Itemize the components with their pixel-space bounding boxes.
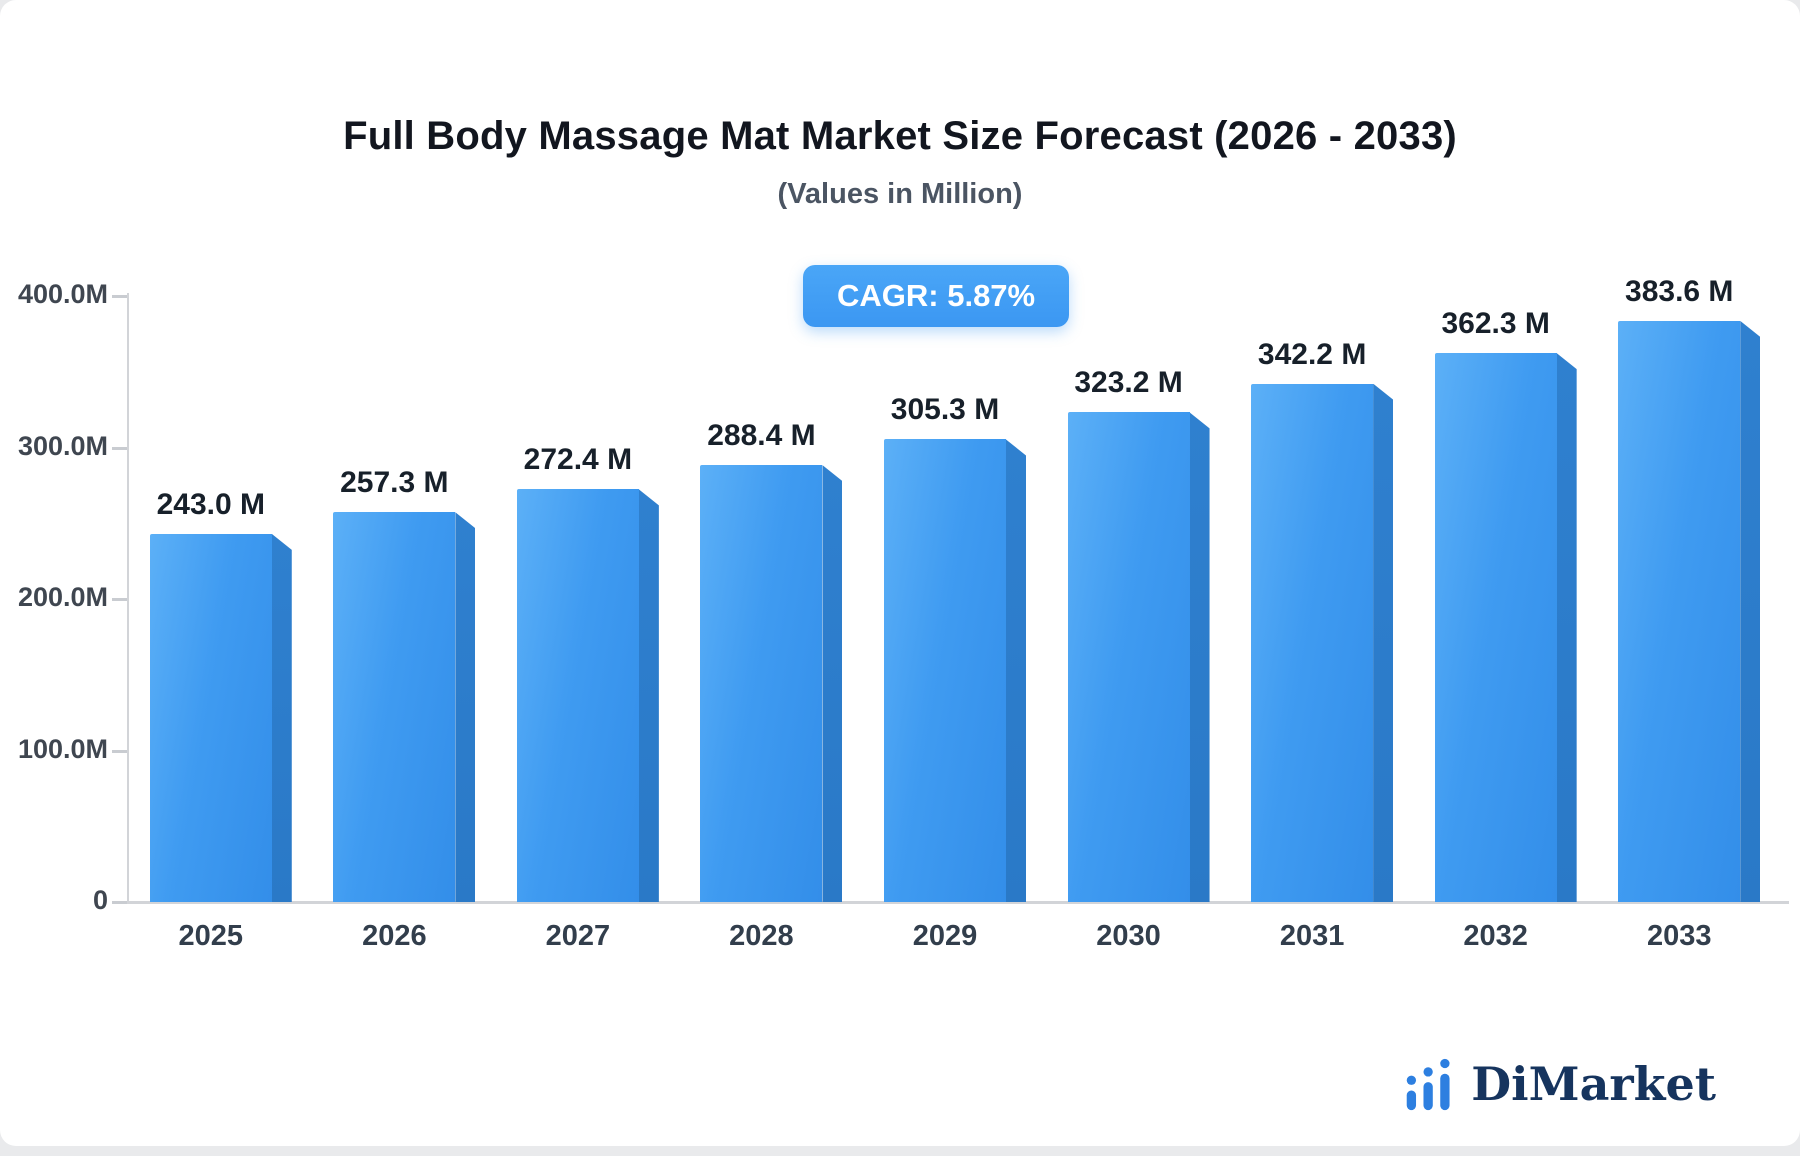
bar-value-label: 323.2 M xyxy=(1074,366,1183,400)
bar-side-face xyxy=(1740,320,1761,902)
bar-value-label: 305.3 M xyxy=(890,393,1000,427)
x-axis-label: 2031 xyxy=(1279,920,1345,952)
bar xyxy=(700,465,823,902)
bar xyxy=(1251,383,1374,902)
bar-value-label: 383.6 M xyxy=(1625,274,1734,308)
bar-side-face xyxy=(1556,353,1577,902)
bar-group xyxy=(1618,296,1761,902)
bar-group xyxy=(333,296,476,902)
bar-side-face xyxy=(1006,439,1026,902)
chart-title: Full Body Massage Mat Market Size Foreca… xyxy=(343,114,1457,158)
bar-value-label: 257.3 M xyxy=(340,466,449,500)
bar-side-face xyxy=(1373,383,1394,902)
bar-side-face xyxy=(455,512,476,902)
bar-value-label: 362.3 M xyxy=(1441,307,1550,341)
y-axis-line xyxy=(127,293,129,904)
x-axis-label: 2027 xyxy=(545,920,611,952)
cagr-badge: CAGR: 5.87% xyxy=(803,265,1070,327)
bar-group xyxy=(1434,296,1577,902)
y-axis-tick xyxy=(112,598,127,601)
x-axis-label: 2032 xyxy=(1463,920,1528,952)
bar xyxy=(333,512,456,902)
bar-group xyxy=(516,296,659,902)
bar-group xyxy=(700,296,843,902)
x-axis-line xyxy=(127,901,1789,904)
bar xyxy=(1434,353,1557,902)
bar-value-label: 272.4 M xyxy=(523,443,633,477)
y-axis-label: 200.0M xyxy=(17,582,108,612)
logo-wordmark: DiMarket xyxy=(1471,1057,1716,1111)
y-axis-tick xyxy=(112,749,127,753)
x-axis-label: 2028 xyxy=(729,920,794,952)
bar-side-face xyxy=(638,489,659,902)
bar-side-face xyxy=(271,533,292,902)
bar-group xyxy=(1067,296,1210,902)
logo: DiMarket xyxy=(1403,1056,1716,1112)
x-axis-label: 2033 xyxy=(1646,920,1712,952)
y-axis-tick xyxy=(112,901,127,904)
bar-group xyxy=(884,296,1026,902)
plot-area: 243.0 M 257.3 M 272.4 M 288.4 M 305.3 M 323.2… xyxy=(129,275,1781,902)
bar xyxy=(1067,412,1190,902)
bar-value-label: 342.2 M xyxy=(1257,337,1367,371)
x-axis-label: 2026 xyxy=(362,920,427,952)
bar-side-face xyxy=(822,465,843,902)
bar xyxy=(884,439,1006,902)
bar-chart-logo-icon xyxy=(1407,1058,1450,1111)
y-axis-tick xyxy=(112,295,127,298)
bar-side-face xyxy=(1189,412,1210,902)
bar-value-label: 288.4 M xyxy=(707,419,816,453)
x-axis-label: 2025 xyxy=(178,920,244,952)
y-axis-label: 100.0M xyxy=(17,733,108,764)
y-axis-label: 400.0M xyxy=(17,279,108,309)
y-axis-label: 0 xyxy=(92,885,108,915)
bar-value-label: 243.0 M xyxy=(156,487,265,521)
y-axis-label: 300.0M xyxy=(17,430,108,461)
bar xyxy=(1618,320,1741,902)
bar xyxy=(149,533,272,902)
chart-subtitle: (Values in Million) xyxy=(777,178,1023,210)
y-axis-tick xyxy=(112,446,127,450)
x-axis-label: 2029 xyxy=(912,920,978,952)
bar xyxy=(516,489,639,902)
x-axis-label: 2030 xyxy=(1096,920,1161,952)
bar-group xyxy=(149,296,292,902)
bar-group xyxy=(1251,296,1394,902)
x-axis-labels: 2025 2026 2027 2028 2029 2030 2031 2032 2033 xyxy=(129,920,1781,964)
